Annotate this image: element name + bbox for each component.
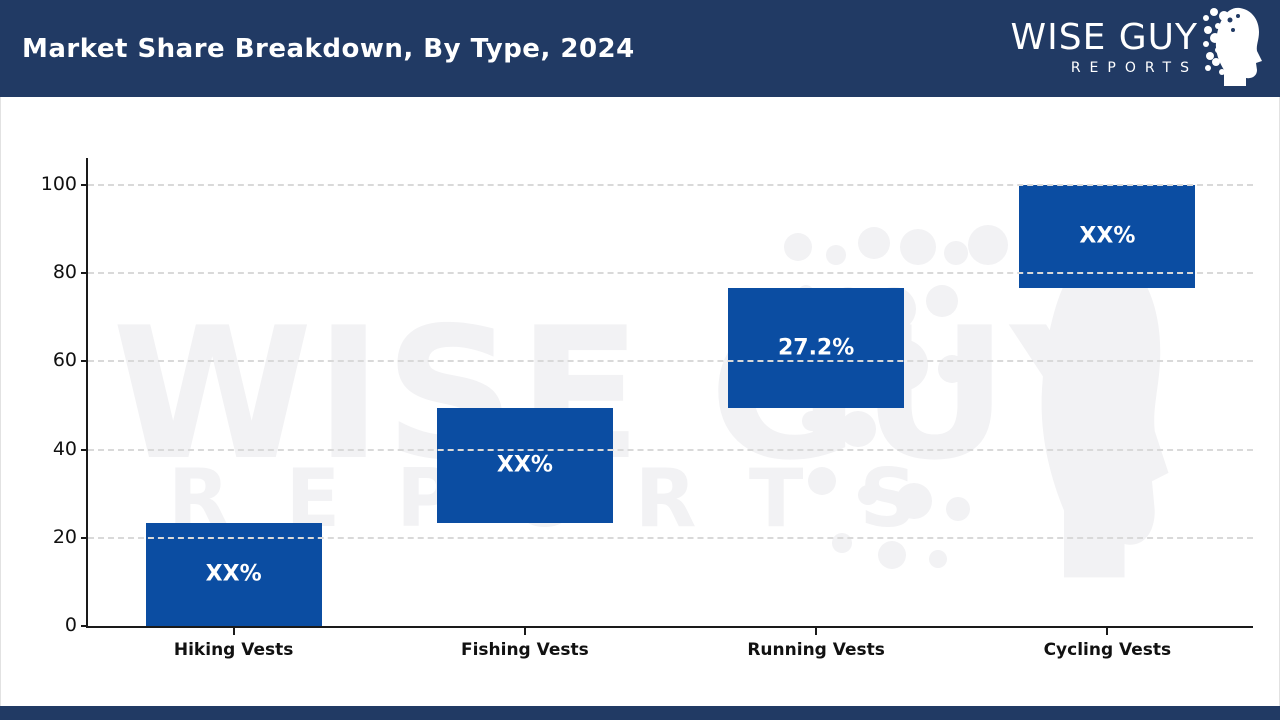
x-axis-tick-0: [232, 628, 235, 635]
gridline-20: [88, 536, 1253, 539]
x-axis-tick-1: [523, 628, 526, 635]
bar-cycling-vests: [1019, 185, 1196, 288]
x-axis-tick-2: [815, 628, 818, 635]
brand-logo: WISE GUY REPORTS: [1011, 6, 1267, 88]
y-axis-label-20: 20: [52, 525, 77, 548]
y-axis-label-100: 100: [40, 173, 77, 195]
category-label-3: Cycling Vests: [1043, 640, 1172, 660]
brand-wordmark: WISE GUY REPORTS: [1010, 17, 1199, 77]
y-axis-label-40: 40: [52, 437, 77, 460]
header-bar: Market Share Breakdown, By Type, 2024 WI…: [0, 0, 1280, 97]
y-axis-line: [86, 158, 88, 628]
y-axis-tick-0: [81, 625, 88, 627]
bar-value-label: 27.2%: [777, 335, 855, 361]
y-axis-tick-40: [81, 448, 88, 451]
gridline-80: [88, 272, 1253, 275]
y-axis-label-60: 60: [52, 349, 77, 372]
brand-head-icon: [1203, 7, 1262, 86]
y-axis-label-0: 0: [64, 614, 77, 636]
bar-running-vests: [728, 287, 905, 408]
left-border: [0, 97, 1, 706]
x-axis-tick-3: [1106, 628, 1109, 635]
brand-name-text: WISE GUY: [1010, 17, 1198, 58]
bar-value-label: XX%: [205, 561, 262, 587]
watermark-wordmark: WISE GUY: [112, 288, 1145, 500]
x-axis-line: [86, 626, 1253, 628]
bar-value-label: XX%: [1079, 223, 1136, 249]
category-label-0: Hiking Vests: [173, 640, 294, 660]
gridline-100: [88, 184, 1253, 186]
y-axis-label-80: 80: [52, 261, 77, 284]
bar-hiking-vests: [145, 522, 322, 626]
y-axis-tick-20: [81, 536, 88, 539]
bar-value-label: XX%: [496, 452, 553, 478]
y-axis-tick-60: [81, 360, 88, 363]
y-axis-tick-100: [81, 184, 88, 186]
brand-subtitle-text: REPORTS: [1070, 60, 1198, 76]
y-axis-tick-80: [81, 272, 88, 275]
gridline-40: [88, 448, 1253, 451]
footer-bar: [0, 706, 1280, 720]
gridline-60: [88, 360, 1253, 363]
bar-fishing-vests: [436, 407, 613, 523]
chart-title: Market Share Breakdown, By Type, 2024: [22, 33, 635, 64]
category-label-2: Running Vests: [747, 640, 885, 660]
category-label-1: Fishing Vests: [460, 640, 589, 660]
